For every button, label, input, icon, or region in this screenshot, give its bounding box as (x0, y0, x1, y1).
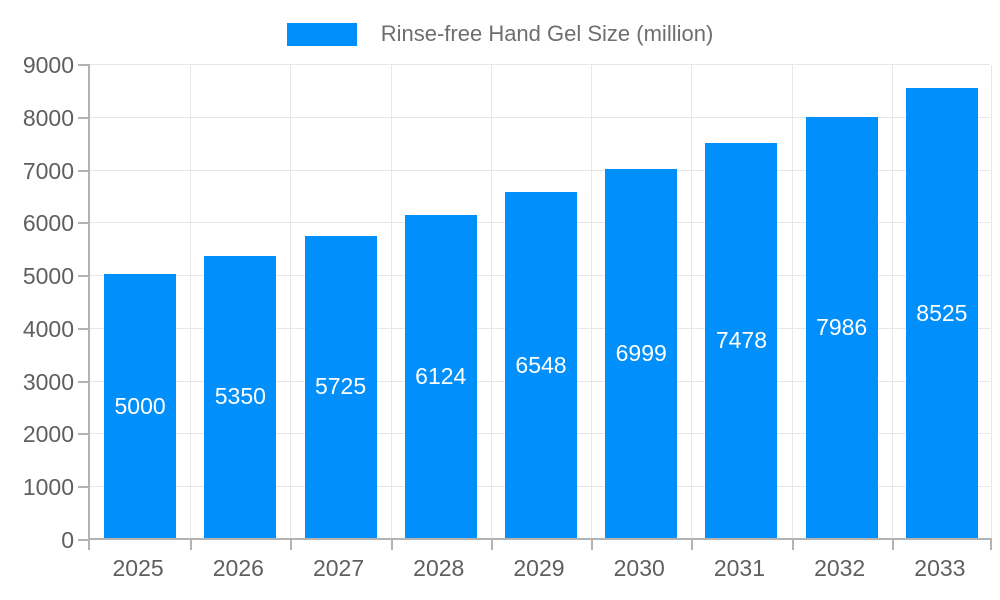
bar-value-label: 8525 (916, 299, 968, 326)
legend-label: Rinse-free Hand Gel Size (million) (380, 21, 714, 46)
y-tick-label: 7000 (22, 157, 74, 184)
x-tick-label: 2027 (312, 555, 365, 581)
x-tick-label: 2025 (112, 555, 164, 581)
bar[interactable]: 6999 (605, 168, 678, 538)
v-gridline (591, 65, 593, 538)
bar[interactable]: 7986 (805, 116, 878, 538)
y-tick-label: 0 (61, 527, 74, 553)
y-axis-tick (78, 169, 90, 172)
x-axis-tick (88, 538, 90, 550)
v-gridline (290, 65, 292, 538)
legend-marker-icon (286, 22, 357, 46)
x-tick-label: 2028 (413, 555, 465, 581)
v-gridline (390, 65, 392, 538)
h-gridline (90, 116, 990, 118)
x-tick-label: 2032 (814, 555, 866, 581)
x-tick-label: 2029 (513, 555, 565, 581)
h-gridline (90, 64, 990, 65)
x-axis-tick (290, 538, 293, 550)
x-axis-tick (591, 538, 594, 550)
y-tick-label: 6000 (22, 210, 74, 237)
v-gridline (791, 65, 793, 538)
v-gridline (490, 65, 492, 538)
x-axis-tick (791, 538, 794, 550)
bar[interactable]: 5000 (104, 274, 177, 538)
bar[interactable]: 5725 (304, 235, 377, 538)
y-tick-label: 5000 (22, 263, 74, 290)
x-axis-tick (891, 538, 894, 550)
x-tick-label: 2030 (613, 555, 665, 581)
x-tick-label: 2033 (914, 555, 966, 581)
x-axis-tick (390, 538, 393, 550)
bar-value-label: 6124 (415, 362, 467, 389)
bar[interactable]: 6124 (404, 214, 477, 538)
v-gridline (991, 65, 992, 538)
x-tick-label: 2031 (713, 555, 766, 581)
bar[interactable]: 6548 (505, 192, 577, 538)
h-gridline (90, 169, 990, 171)
x-tick-label: 2026 (212, 555, 264, 581)
y-axis-tick (78, 539, 90, 541)
bar[interactable]: 8525 (905, 88, 978, 538)
bar-value-label: 5000 (114, 392, 166, 419)
bar-value-label: 5725 (314, 373, 367, 400)
y-axis-tick (78, 275, 90, 278)
legend-item[interactable]: Rinse-free Hand Gel Size (million) (0, 18, 1000, 50)
x-axis-tick (990, 538, 992, 550)
y-axis-tick (78, 486, 90, 489)
x-axis-tick (691, 538, 694, 550)
y-tick-label: 8000 (22, 104, 74, 131)
bar-value-label: 5350 (214, 383, 266, 410)
bar-value-label: 7478 (715, 327, 768, 354)
v-gridline (691, 65, 693, 538)
bar-value-label: 6999 (615, 339, 667, 366)
x-axis-tick (490, 538, 493, 550)
v-gridline (190, 65, 192, 538)
y-axis-tick (78, 64, 90, 66)
plot-area: 5000 5350 5725 6124 6548 6999 7478 7986 8525 (78, 64, 992, 550)
y-axis-tick (78, 327, 90, 330)
bar-value-label: 6548 (515, 351, 567, 378)
y-axis-tick (78, 380, 90, 383)
x-axis-tick (190, 538, 193, 550)
v-gridline (891, 65, 893, 538)
y-axis-tick (78, 433, 90, 436)
y-axis-tick (78, 222, 90, 225)
bar[interactable]: 5350 (204, 255, 277, 538)
bar[interactable]: 7478 (705, 143, 778, 538)
y-tick-label: 1000 (22, 474, 74, 501)
y-tick-label: 4000 (22, 315, 74, 342)
y-tick-label: 3000 (22, 368, 74, 395)
y-tick-label: 9000 (22, 52, 74, 78)
y-tick-label: 2000 (22, 421, 74, 448)
bar-value-label: 7986 (816, 313, 868, 340)
y-axis-tick (78, 116, 90, 119)
